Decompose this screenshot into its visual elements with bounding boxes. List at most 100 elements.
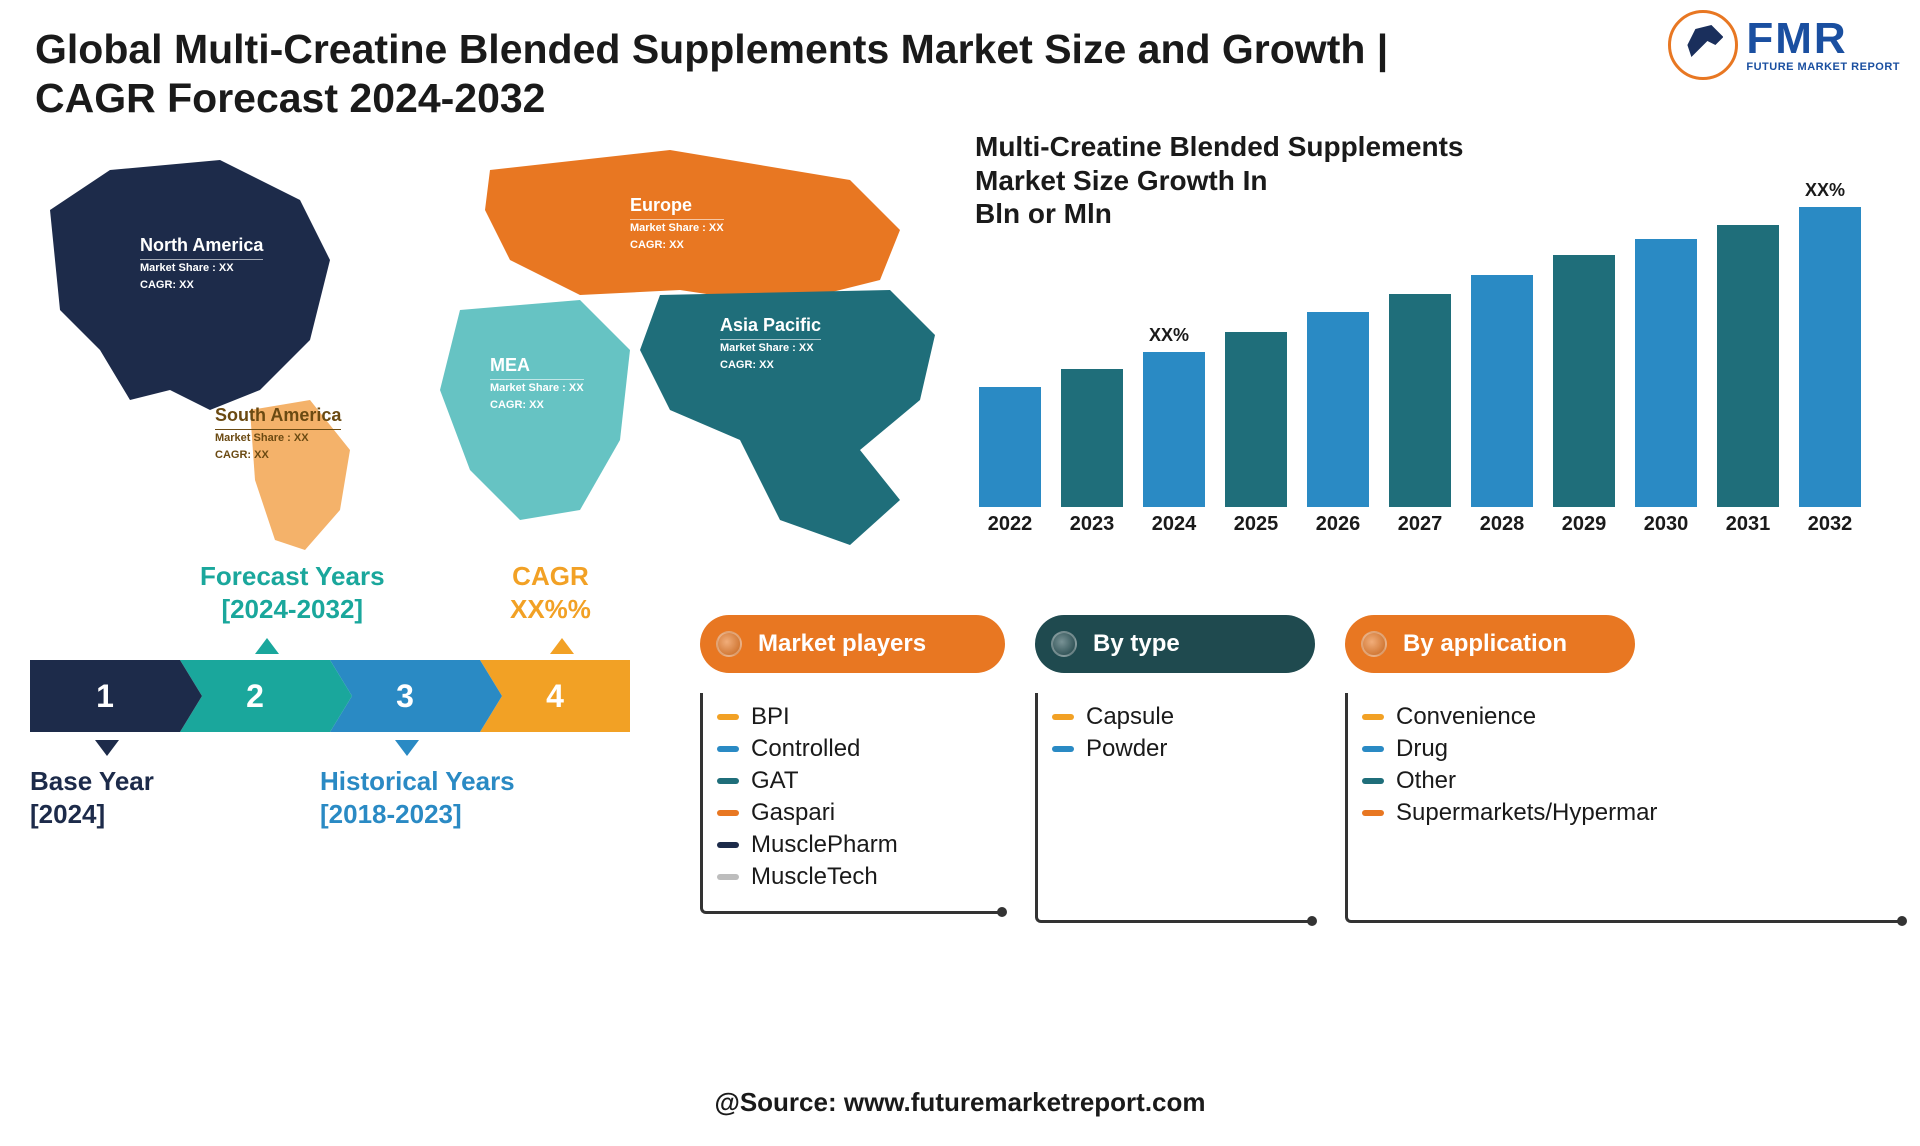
bar-year-label: 2027	[1398, 513, 1443, 536]
list-item-label: Powder	[1086, 735, 1167, 763]
logo-icon	[1668, 10, 1738, 80]
bar-col: 2025	[1221, 332, 1291, 536]
tl-block-2: 2	[180, 660, 330, 732]
bar-year-label: 2031	[1726, 513, 1771, 536]
bar	[1635, 239, 1697, 507]
list-tick	[717, 874, 739, 880]
category-type: By type Capsule Powder	[1035, 615, 1315, 923]
pill-application: By application	[1345, 615, 1635, 673]
list-tick	[1362, 746, 1384, 752]
label-mea: MEA Market Share : XX CAGR: XX	[490, 355, 584, 412]
bar-annotation: XX%	[1149, 325, 1189, 346]
bar	[1307, 312, 1369, 507]
list-item: Capsule	[1052, 703, 1315, 731]
list-item-label: MusclePharm	[751, 831, 898, 859]
list-application: Convenience Drug Other Supermarkets/Hyperma…	[1345, 693, 1905, 923]
bar-col: 2024	[1139, 352, 1209, 536]
list-tick	[1052, 746, 1074, 752]
list-item: Powder	[1052, 735, 1315, 763]
category-application: By application Convenience Drug Other Super…	[1345, 615, 1905, 923]
pill-type: By type	[1035, 615, 1315, 673]
list-players: BPI Controlled GAT Gaspari MusclePharm Muscle…	[700, 693, 1005, 914]
bar-col: 2026	[1303, 312, 1373, 536]
bar	[979, 387, 1041, 507]
bar	[1061, 369, 1123, 507]
bar-annotation: XX%	[1805, 180, 1845, 201]
list-item: Drug	[1362, 735, 1905, 763]
list-tick	[1362, 714, 1384, 720]
category-players: Market players BPI Controlled GAT Gaspari Mu…	[700, 615, 1005, 914]
list-item-label: Drug	[1396, 735, 1448, 763]
list-tick	[717, 810, 739, 816]
bar	[1389, 294, 1451, 507]
label-base: Base Year [2024]	[30, 765, 154, 830]
list-tick	[1362, 810, 1384, 816]
timeline: Forecast Years [2024-2032] CAGR XX%% 1 2…	[30, 620, 650, 732]
list-tick	[717, 842, 739, 848]
label-europe: Europe Market Share : XX CAGR: XX	[630, 195, 724, 252]
bar-year-label: 2023	[1070, 513, 1115, 536]
bar-chart: Multi-Creatine Blended Supplements Marke…	[975, 130, 1895, 536]
list-item: Supermarkets/Hypermar	[1362, 799, 1905, 827]
list-item: Other	[1362, 767, 1905, 795]
bar-col: 2031	[1713, 225, 1783, 536]
list-tick	[1052, 714, 1074, 720]
source-credit: @Source: www.futuremarketreport.com	[0, 1087, 1920, 1118]
bar	[1553, 255, 1615, 507]
bar	[1471, 275, 1533, 507]
bar-year-label: 2022	[988, 513, 1033, 536]
world-map: North America Market Share : XX CAGR: XX…	[20, 140, 950, 560]
label-forecast: Forecast Years [2024-2032]	[200, 560, 385, 625]
list-item-label: Capsule	[1086, 703, 1174, 731]
arrow-hist	[395, 740, 419, 756]
label-north-america: North America Market Share : XX CAGR: XX	[140, 235, 263, 292]
bar-year-label: 2032	[1808, 513, 1853, 536]
logo-abbrev: FMR	[1746, 17, 1900, 61]
arrow-forecast	[255, 638, 279, 654]
list-item: Gaspari	[717, 799, 1005, 827]
arrow-cagr	[550, 638, 574, 654]
list-tick	[717, 714, 739, 720]
bar-year-label: 2030	[1644, 513, 1689, 536]
pill-players: Market players	[700, 615, 1005, 673]
bar-col: 2030	[1631, 239, 1701, 536]
bar-year-label: 2028	[1480, 513, 1525, 536]
list-tick	[717, 778, 739, 784]
bar	[1799, 207, 1861, 507]
list-item-label: Gaspari	[751, 799, 835, 827]
list-item: Controlled	[717, 735, 1005, 763]
chart-title: Multi-Creatine Blended Supplements Marke…	[975, 130, 1895, 231]
label-south-america: South America Market Share : XX CAGR: XX	[215, 405, 341, 462]
bar-year-label: 2025	[1234, 513, 1279, 536]
bar-col: 2028	[1467, 275, 1537, 536]
label-hist: Historical Years [2018-2023]	[320, 765, 515, 830]
brand-logo: FMR FUTURE MARKET REPORT	[1668, 10, 1900, 80]
list-item-label: Other	[1396, 767, 1456, 795]
list-item-label: MuscleTech	[751, 863, 878, 891]
bar-col: 2027	[1385, 294, 1455, 536]
list-type: Capsule Powder	[1035, 693, 1315, 923]
label-cagr: CAGR XX%%	[510, 560, 591, 625]
list-item: MuscleTech	[717, 863, 1005, 891]
list-item-label: Convenience	[1396, 703, 1536, 731]
list-item-label: BPI	[751, 703, 790, 731]
list-item: BPI	[717, 703, 1005, 731]
bar-col: 2022	[975, 387, 1045, 536]
list-tick	[1362, 778, 1384, 784]
list-item-label: Supermarkets/Hypermar	[1396, 799, 1657, 827]
bar-col: 2032	[1795, 207, 1865, 536]
list-tick	[717, 746, 739, 752]
title-text: Global Multi-Creatine Blended Supplement…	[35, 25, 1465, 123]
list-item: MusclePharm	[717, 831, 1005, 859]
bar-year-label: 2026	[1316, 513, 1361, 536]
list-item-label: GAT	[751, 767, 799, 795]
bar	[1143, 352, 1205, 507]
bar	[1717, 225, 1779, 507]
arrow-base	[95, 740, 119, 756]
list-item: Convenience	[1362, 703, 1905, 731]
tl-block-4: 4	[480, 660, 630, 732]
label-asia-pacific: Asia Pacific Market Share : XX CAGR: XX	[720, 315, 821, 372]
tl-block-1: 1	[30, 660, 180, 732]
list-item-label: Controlled	[751, 735, 860, 763]
tl-block-3: 3	[330, 660, 480, 732]
